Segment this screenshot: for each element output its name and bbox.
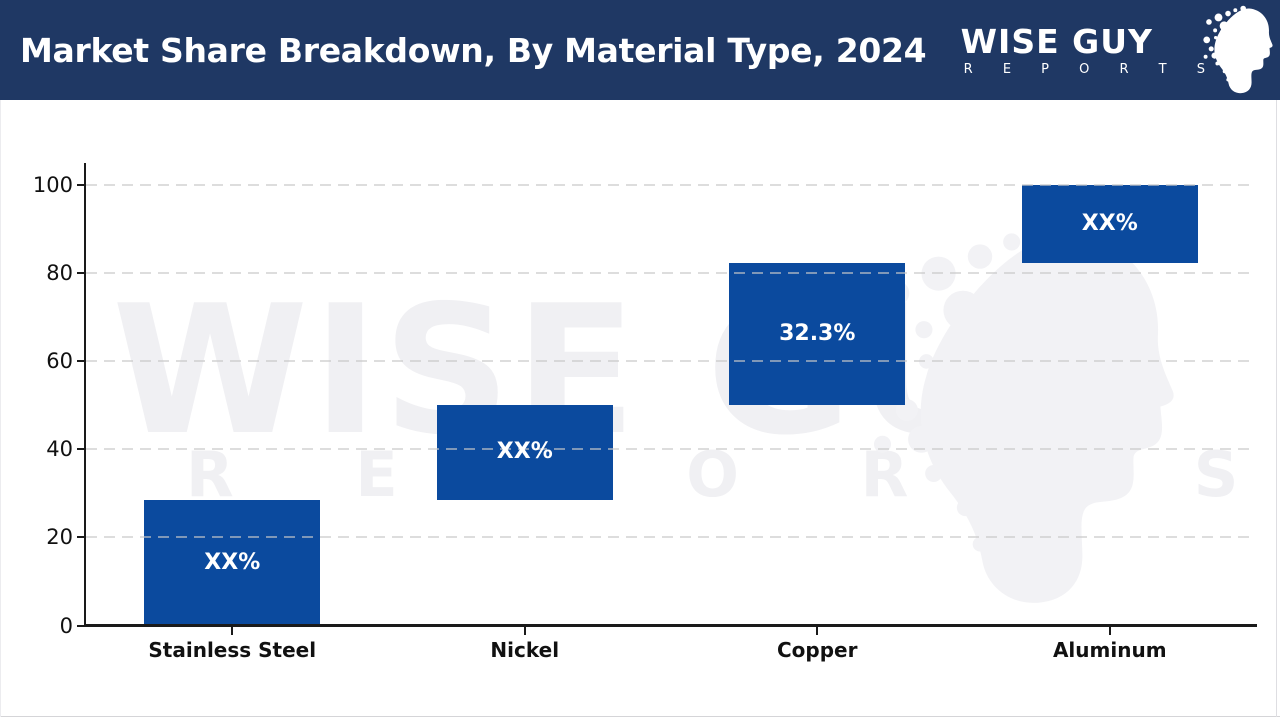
bar-value-label-copper: 32.3% (779, 321, 856, 347)
gridline-y-80 (86, 272, 1253, 275)
gridline-y-60 (86, 360, 1253, 363)
x-axis-category-label-nickel: Nickel (490, 638, 560, 662)
y-axis-tick-label: 100 (32, 173, 73, 197)
x-axis-category-label-stainless-steel: Stainless Steel (148, 638, 317, 662)
brand-tagline: R E P O R T S (963, 62, 1218, 78)
x-axis-tick-aluminum (1108, 626, 1111, 635)
y-axis-tick (77, 448, 86, 451)
x-axis-category-label-copper: Copper (777, 638, 858, 662)
bar-value-label-aluminum: XX% (1081, 210, 1138, 236)
x-axis-tick-nickel (523, 626, 526, 635)
x-axis-tick-stainless-steel (231, 626, 234, 635)
y-axis-tick (77, 624, 86, 627)
chart-title: Market Share Breakdown, By Material Type… (20, 30, 927, 70)
x-axis-tick-copper (816, 626, 819, 635)
y-axis-tick-label: 0 (59, 613, 73, 638)
bar-aluminum (1021, 185, 1198, 263)
watermark-head-icon (872, 222, 1174, 603)
bar-stainless-steel (144, 499, 321, 626)
y-axis-tick-label: 40 (46, 437, 73, 462)
bar-value-label-nickel: XX% (496, 439, 553, 465)
bar-nickel (436, 405, 613, 500)
figure-right-edge (1276, 100, 1277, 717)
y-axis-tick (77, 184, 86, 186)
bar-copper (729, 262, 906, 406)
y-axis-tick-label: 80 (46, 261, 73, 286)
y-axis-tick (77, 360, 86, 363)
brand-text: WISE GUY R E P O R T S (960, 21, 1218, 78)
header-bar: Market Share Breakdown, By Material Type… (0, 0, 1280, 100)
brand-logo: WISE GUY R E P O R T S (961, 0, 1274, 100)
gridline-y-40 (86, 448, 1253, 451)
gridline-y-20 (86, 536, 1253, 539)
x-axis-category-label-aluminum: Aluminum (1052, 638, 1167, 662)
y-axis-tick-label: 60 (46, 349, 73, 374)
y-axis-tick (77, 272, 86, 275)
y-axis-tick (77, 536, 86, 539)
x-axis-line (85, 624, 1257, 627)
brand-head-icon (1203, 5, 1273, 94)
y-axis-tick-label: 20 (46, 525, 73, 550)
gridline-y-100 (86, 184, 1253, 186)
bar-value-label-stainless-steel: XX% (204, 549, 261, 575)
figure-left-edge (0, 100, 1, 717)
y-axis-line (84, 163, 86, 627)
brand-name: WISE GUY (960, 21, 1153, 61)
figure-bottom-edge (0, 716, 1280, 717)
